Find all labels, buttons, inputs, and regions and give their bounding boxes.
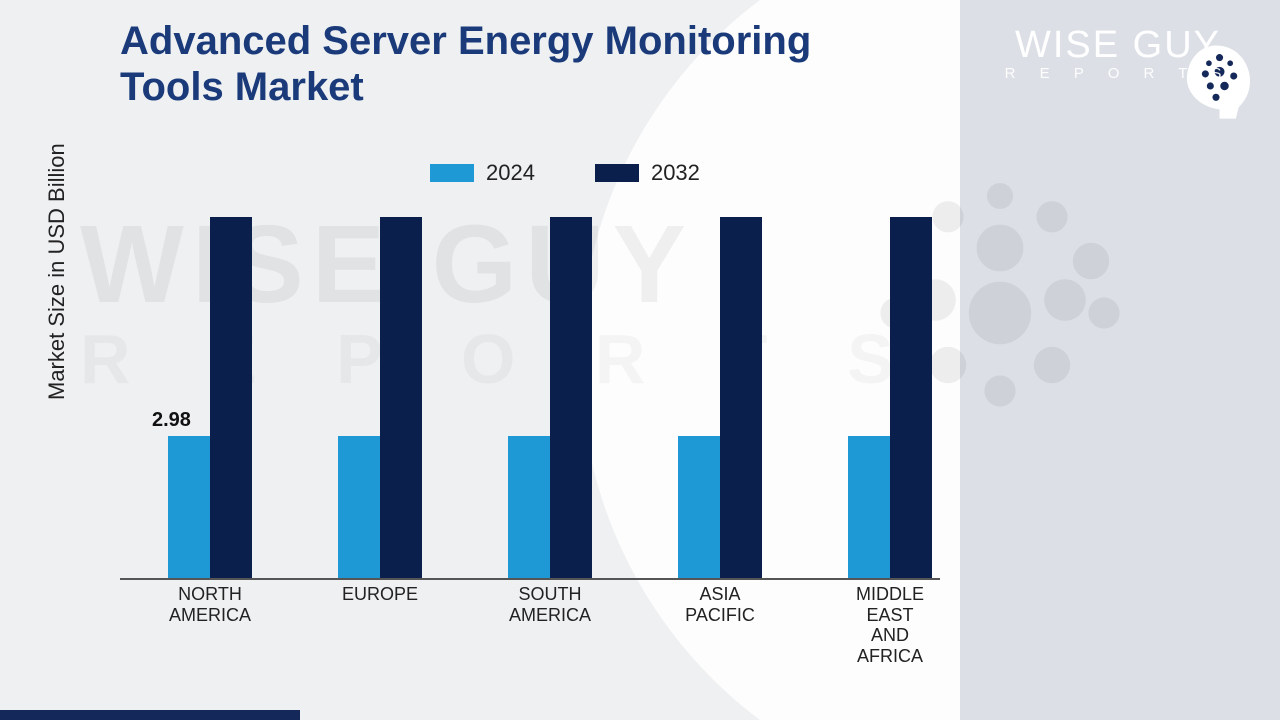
legend: 2024 2032 (430, 160, 700, 186)
chart-title: Advanced Server Energy Monitoring Tools … (120, 18, 880, 110)
bar-value-label: 2.98 (152, 409, 191, 432)
category-label: NORTHAMERICA (130, 584, 290, 625)
x-axis-line (120, 578, 940, 580)
legend-swatch-2024 (430, 164, 474, 182)
brand-subtitle: R E P O R T S (978, 65, 1258, 82)
bar-2032 (720, 217, 762, 578)
bar-2024 (848, 436, 890, 578)
category-label: ASIAPACIFIC (640, 584, 800, 625)
y-axis-label: Market Size in USD Billion (44, 143, 70, 400)
bar-2032 (890, 217, 932, 578)
bar-2032 (210, 217, 252, 578)
bar-2024 (168, 436, 210, 578)
bottom-accent-bar (0, 710, 300, 720)
bar-2024 (678, 436, 720, 578)
legend-swatch-2032 (595, 164, 639, 182)
category-label: MIDDLEEASTANDAFRICA (810, 584, 970, 667)
legend-item: 2024 (430, 160, 535, 186)
plot-area: 2.98 (120, 200, 940, 580)
bar-2032 (550, 217, 592, 578)
legend-item: 2032 (595, 160, 700, 186)
bar-2032 (380, 217, 422, 578)
bar-2024 (338, 436, 380, 578)
category-labels: NORTHAMERICA EUROPE SOUTHAMERICAASIAPACIFI… (120, 584, 940, 704)
chart-canvas: WISE GUY R E P O R T S WISE GUY R E P O … (0, 0, 1280, 720)
category-label: SOUTHAMERICA (470, 584, 630, 625)
brand-logo: WISE GUY R E P O R T S (978, 24, 1258, 82)
category-label: EUROPE (300, 584, 460, 605)
legend-label: 2024 (486, 160, 535, 186)
bar-2024 (508, 436, 550, 578)
legend-label: 2032 (651, 160, 700, 186)
